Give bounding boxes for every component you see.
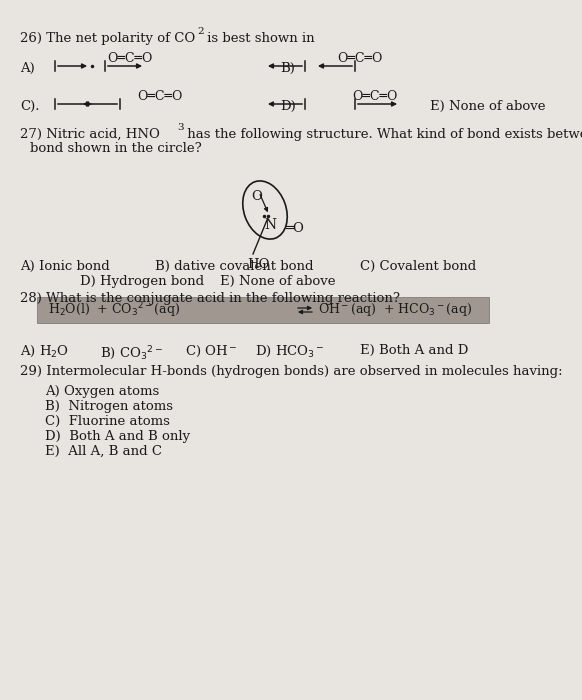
Text: A) Ionic bond: A) Ionic bond — [20, 260, 110, 273]
Text: 2: 2 — [197, 27, 204, 36]
Text: E) Both A and D: E) Both A and D — [360, 344, 469, 357]
Text: D) Hydrogen bond: D) Hydrogen bond — [80, 275, 204, 288]
Text: is best shown in: is best shown in — [203, 32, 315, 45]
Text: ═O: ═O — [285, 222, 304, 235]
Text: B) CO$_3$$^{2-}$: B) CO$_3$$^{2-}$ — [100, 344, 163, 362]
Text: N: N — [264, 218, 276, 232]
Text: OH$^-$(aq)  + HCO$_3$$^-$(aq): OH$^-$(aq) + HCO$_3$$^-$(aq) — [318, 302, 472, 318]
Text: H$_2$O(l)  + CO$_3$$^{2-}$(aq): H$_2$O(l) + CO$_3$$^{2-}$(aq) — [48, 300, 180, 320]
Text: E) None of above: E) None of above — [430, 100, 545, 113]
Text: O═C═O: O═C═O — [338, 52, 383, 65]
Text: bond shown in the circle?: bond shown in the circle? — [30, 142, 202, 155]
Text: E)  All A, B and C: E) All A, B and C — [45, 445, 162, 458]
Text: O═C═O: O═C═O — [352, 90, 398, 103]
Text: O═C═O: O═C═O — [137, 90, 183, 103]
Text: C) OH$^-$: C) OH$^-$ — [185, 344, 237, 359]
Text: D)  Both A and B only: D) Both A and B only — [45, 430, 190, 443]
Text: O: O — [251, 190, 262, 203]
Text: has the following structure. What kind of bond exists between the N-O: has the following structure. What kind o… — [183, 128, 582, 141]
Text: 27) Nitric acid, HNO: 27) Nitric acid, HNO — [20, 128, 160, 141]
Text: B)  Nitrogen atoms: B) Nitrogen atoms — [45, 400, 173, 413]
Text: O═C═O: O═C═O — [107, 52, 152, 65]
FancyBboxPatch shape — [37, 297, 489, 323]
Text: B): B) — [280, 62, 295, 75]
Text: C).: C). — [20, 100, 40, 113]
Text: A) Oxygen atoms: A) Oxygen atoms — [45, 385, 159, 398]
Text: A): A) — [20, 62, 35, 75]
Text: 28) What is the conjugate acid in the following reaction?: 28) What is the conjugate acid in the fo… — [20, 292, 400, 305]
Text: E) None of above: E) None of above — [220, 275, 335, 288]
Text: 29) Intermolecular H-bonds (hydrogen bonds) are observed in molecules having:: 29) Intermolecular H-bonds (hydrogen bon… — [20, 365, 563, 378]
Text: 26) The net polarity of CO: 26) The net polarity of CO — [20, 32, 195, 45]
Text: D): D) — [280, 100, 296, 113]
Text: D) HCO$_3$$^-$: D) HCO$_3$$^-$ — [255, 344, 325, 359]
Text: A) H$_2$O: A) H$_2$O — [20, 344, 69, 359]
Text: HO: HO — [247, 258, 269, 271]
Text: 3: 3 — [177, 123, 184, 132]
Text: B) dative covalent bond: B) dative covalent bond — [155, 260, 314, 273]
Text: C) Covalent bond: C) Covalent bond — [360, 260, 476, 273]
Text: C)  Fluorine atoms: C) Fluorine atoms — [45, 415, 170, 428]
